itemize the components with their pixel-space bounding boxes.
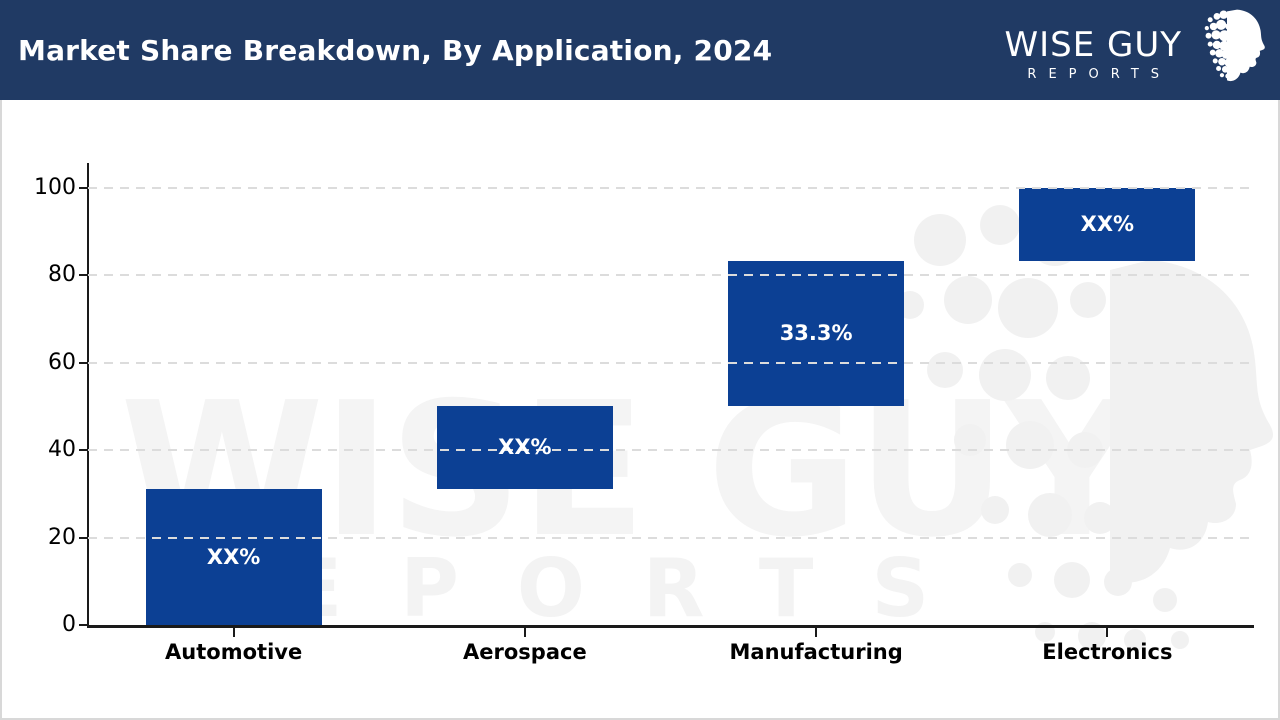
y-axis-line: [87, 163, 89, 627]
brand-logo-text: WISE GUY REPORTS: [1004, 25, 1182, 82]
gridline-y-100: [88, 186, 1253, 189]
gridline-y-80: [88, 274, 1253, 276]
category-label-aerospace: Aerospace: [463, 640, 587, 664]
x-axis-line: [87, 625, 1254, 628]
category-label-automotive: Automotive: [165, 640, 303, 664]
y-axis-tick-mark: [79, 186, 88, 189]
gridline-y-20: [88, 536, 1253, 539]
x-axis-tick-mark: [1106, 628, 1109, 637]
gridline-y-60: [88, 361, 1253, 364]
bar-automotive: [145, 488, 322, 625]
bar-aerospace: [436, 406, 613, 489]
face-profile-icon: [1204, 9, 1265, 82]
category-label-manufacturing: Manufacturing: [729, 640, 903, 664]
bar-value-label: XX%: [1080, 212, 1135, 237]
y-axis-tick-mark: [79, 449, 88, 451]
gridline-y-40: [88, 449, 1253, 451]
y-axis-tick-mark: [79, 274, 88, 276]
waterfall-chart: WISE GUY REPORTS 0 20 40 60 80 100 XX% Automoti…: [0, 100, 1280, 720]
bar-value-label: XX%: [498, 435, 552, 460]
x-axis-tick-mark: [523, 628, 526, 637]
y-axis-tick-label: 20: [48, 524, 76, 550]
bar-manufacturing: [728, 260, 905, 407]
x-axis-tick-mark: [232, 628, 235, 637]
y-axis-tick-mark: [79, 624, 88, 626]
page-title: Market Share Breakdown, By Application, …: [18, 33, 773, 67]
header-bar: Market Share Breakdown, By Application, …: [0, 0, 1280, 100]
brand-logo: WISE GUY REPORTS: [1004, 8, 1270, 92]
x-axis-tick-mark: [815, 628, 818, 637]
bar-value-label: 33.3%: [779, 321, 853, 346]
bar-value-label: XX%: [206, 544, 261, 569]
y-axis-tick-label: 40: [48, 437, 76, 462]
y-axis-tick-label: 80: [48, 262, 76, 287]
y-axis-tick-label: 100: [34, 174, 76, 200]
brand-name: WISE GUY: [1004, 24, 1182, 65]
y-axis-tick-mark: [79, 361, 88, 364]
y-axis-tick-label: 0: [62, 612, 76, 637]
y-axis-tick-label: 60: [48, 349, 76, 375]
brand-subtitle: REPORTS: [1027, 66, 1172, 82]
bar-electronics: [1019, 187, 1196, 261]
y-axis-tick-mark: [79, 536, 88, 539]
category-label-electronics: Electronics: [1042, 640, 1173, 664]
